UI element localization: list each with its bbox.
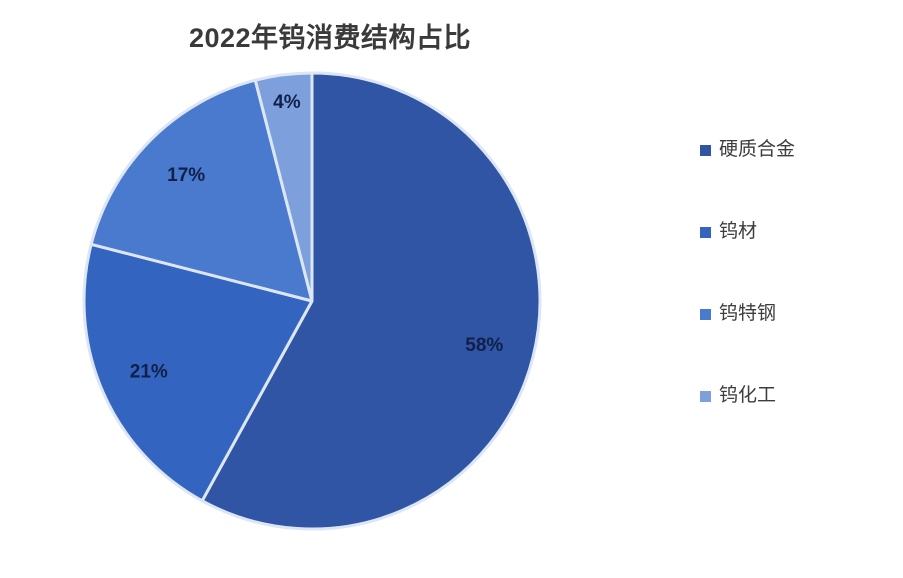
pie-slice-label: 21% [130,362,168,383]
legend-item[interactable]: 钨特钢 [700,302,880,326]
chart-title: 2022年钨消费结构占比 [188,23,472,53]
pie-plot-area: 58% 21% 17% 4% [60,55,570,555]
pie-svg: 58% 21% 17% 4% [82,71,542,531]
legend-swatch-icon [700,226,711,238]
pie-slice-label: 4% [273,92,301,113]
chart-legend: 硬质合金钨材钨特钢钨化工 [700,138,880,466]
pie-slice-label: 58% [465,335,503,356]
pie-data-labels-group: 58% 21% 17% 4% [130,92,504,383]
pie-slice[interactable] [253,71,314,303]
legend-item-label: 钨特钢 [719,303,777,324]
legend-item[interactable]: 硬质合金 [700,138,880,162]
pie-slice[interactable] [82,242,314,503]
pie-slice-label: 17% [167,165,205,186]
legend-item-label: 钨材 [719,221,758,242]
legend-swatch-icon [700,390,711,402]
pie-slice[interactable] [89,78,314,303]
legend-item[interactable]: 钨化工 [700,384,880,408]
legend-swatch-icon [700,308,711,320]
legend-item[interactable]: 钨材 [700,220,880,244]
pie-slices-group [82,71,542,531]
pie-slice[interactable] [200,71,542,531]
legend-item-label: 硬质合金 [719,139,796,160]
legend-swatch-icon [700,144,711,156]
legend-item-label: 钨化工 [719,385,777,406]
